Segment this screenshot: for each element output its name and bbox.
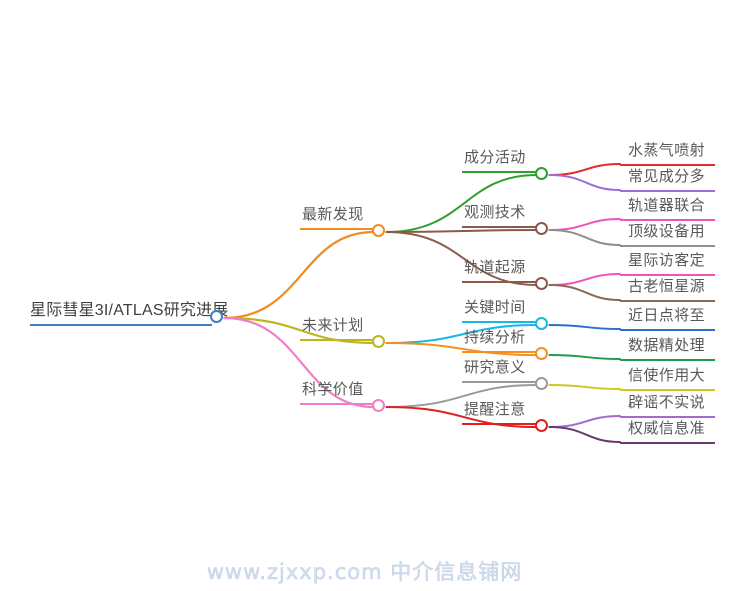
subbranch-3-1-underline bbox=[462, 381, 537, 383]
connector bbox=[385, 342, 538, 356]
subbranch-1-2-label: 观测技术 bbox=[464, 204, 526, 221]
connector bbox=[223, 316, 375, 345]
subbranch-2-2-underline bbox=[462, 351, 537, 353]
branch-3-label: 科学价值 bbox=[302, 381, 364, 398]
leaf-3-2-1-label: 辟谣不实说 bbox=[628, 394, 706, 411]
connector bbox=[385, 174, 538, 233]
leaf-1-1-1-underline bbox=[620, 164, 715, 166]
subbranch-3-2-label: 提醒注意 bbox=[464, 401, 526, 418]
connector bbox=[223, 230, 375, 320]
leaf-2-1-1-label: 近日点将至 bbox=[628, 307, 706, 324]
connector bbox=[548, 273, 621, 286]
leaf-2-2-1-label: 数据精处理 bbox=[628, 337, 706, 354]
connector bbox=[548, 174, 621, 191]
root-node-bullet[interactable] bbox=[209, 309, 223, 323]
branch-3-bullet[interactable] bbox=[371, 398, 385, 412]
subbranch-1-3-underline bbox=[462, 281, 537, 283]
root-node-label: 星际彗星3I/ATLAS研究进展 bbox=[30, 302, 229, 319]
leaf-1-3-2-underline bbox=[620, 300, 715, 302]
subbranch-3-1-label: 研究意义 bbox=[464, 359, 526, 376]
connector bbox=[548, 229, 621, 246]
subbranch-3-1-bullet[interactable] bbox=[534, 376, 548, 390]
subbranch-2-1-bullet[interactable] bbox=[534, 316, 548, 330]
watermark: www.zjxxp.com 中介信息铺网 bbox=[206, 560, 523, 585]
branch-3-underline bbox=[300, 403, 374, 405]
connector bbox=[548, 218, 621, 231]
connector bbox=[548, 284, 621, 301]
connector bbox=[385, 229, 538, 233]
subbranch-2-2-bullet[interactable] bbox=[534, 346, 548, 360]
leaf-3-2-2-label: 权威信息准 bbox=[628, 420, 706, 437]
leaf-3-1-1-label: 信使作用大 bbox=[628, 367, 706, 384]
leaf-3-2-2-underline bbox=[620, 442, 715, 444]
leaf-1-2-1-underline bbox=[620, 219, 715, 221]
subbranch-1-1-label: 成分活动 bbox=[464, 149, 526, 166]
leaf-1-3-1-underline bbox=[620, 274, 715, 276]
subbranch-3-2-bullet[interactable] bbox=[534, 418, 548, 432]
leaf-3-2-1-underline bbox=[620, 416, 715, 418]
subbranch-1-3-label: 轨道起源 bbox=[464, 259, 526, 276]
branch-1-label: 最新发现 bbox=[302, 206, 364, 223]
connector bbox=[548, 426, 621, 443]
subbranch-1-2-bullet[interactable] bbox=[534, 221, 548, 235]
branch-1-underline bbox=[300, 228, 374, 230]
subbranch-1-2-underline bbox=[462, 226, 537, 228]
connector bbox=[548, 324, 621, 330]
leaf-1-3-2-label: 古老恒星源 bbox=[628, 278, 706, 295]
leaf-1-1-2-label: 常见成分多 bbox=[628, 168, 706, 185]
root-node-underline bbox=[30, 324, 212, 326]
branch-2-underline bbox=[300, 339, 374, 341]
leaf-1-2-1-label: 轨道器联合 bbox=[628, 197, 706, 214]
subbranch-2-2-label: 持续分析 bbox=[464, 329, 526, 346]
branch-1-bullet[interactable] bbox=[371, 223, 385, 237]
subbranch-2-1-label: 关键时间 bbox=[464, 299, 526, 316]
connector bbox=[548, 384, 621, 390]
leaf-1-1-2-underline bbox=[620, 190, 715, 192]
connector bbox=[548, 163, 621, 176]
connector bbox=[385, 324, 538, 344]
leaf-3-1-1-underline bbox=[620, 389, 715, 391]
leaf-2-1-1-underline bbox=[620, 329, 715, 331]
branch-2-label: 未来计划 bbox=[302, 317, 364, 334]
subbranch-3-2-underline bbox=[462, 423, 537, 425]
leaf-1-2-2-label: 顶级设备用 bbox=[628, 223, 706, 240]
branch-2-bullet[interactable] bbox=[371, 334, 385, 348]
subbranch-1-1-underline bbox=[462, 171, 537, 173]
connector bbox=[548, 415, 621, 428]
subbranch-2-1-underline bbox=[462, 321, 537, 323]
connector bbox=[548, 354, 621, 360]
leaf-1-1-1-label: 水蒸气喷射 bbox=[628, 142, 706, 159]
leaf-2-2-1-underline bbox=[620, 359, 715, 361]
leaf-1-3-1-label: 星际访客定 bbox=[628, 252, 706, 269]
leaf-1-2-2-underline bbox=[620, 245, 715, 247]
subbranch-1-3-bullet[interactable] bbox=[534, 276, 548, 290]
subbranch-1-1-bullet[interactable] bbox=[534, 166, 548, 180]
connector bbox=[385, 406, 538, 428]
connector bbox=[385, 384, 538, 408]
